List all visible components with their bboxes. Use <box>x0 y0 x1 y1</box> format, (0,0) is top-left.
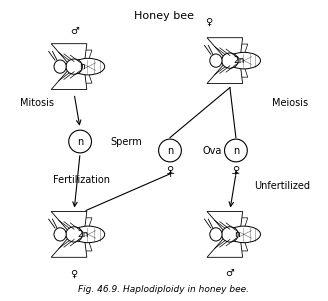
Text: n: n <box>233 145 239 156</box>
Ellipse shape <box>210 228 222 241</box>
Polygon shape <box>67 218 92 233</box>
Polygon shape <box>222 218 248 233</box>
Circle shape <box>159 139 181 162</box>
Ellipse shape <box>210 54 222 67</box>
Polygon shape <box>67 236 92 251</box>
Text: ♀: ♀ <box>166 165 174 175</box>
Ellipse shape <box>54 228 66 241</box>
Circle shape <box>69 130 92 153</box>
Text: Honey bee: Honey bee <box>134 11 194 21</box>
Ellipse shape <box>222 227 238 242</box>
Text: Mitosis: Mitosis <box>20 98 54 107</box>
Text: Sperm: Sperm <box>110 137 142 147</box>
Polygon shape <box>222 62 248 77</box>
Text: ♀: ♀ <box>205 17 213 27</box>
Polygon shape <box>67 68 92 83</box>
Ellipse shape <box>66 227 82 242</box>
Ellipse shape <box>227 226 260 243</box>
Text: Unfertilized: Unfertilized <box>254 182 310 191</box>
Text: n: n <box>235 230 240 239</box>
Polygon shape <box>51 44 87 64</box>
Polygon shape <box>207 237 243 257</box>
Ellipse shape <box>222 53 238 68</box>
Text: Ova: Ova <box>203 145 222 156</box>
Text: ♂: ♂ <box>70 26 78 36</box>
Text: +: + <box>165 169 175 179</box>
Text: 2n: 2n <box>77 230 89 239</box>
Text: n: n <box>77 137 83 147</box>
Text: 2n: 2n <box>233 56 245 65</box>
Text: Fertilization: Fertilization <box>53 175 110 185</box>
Polygon shape <box>207 63 243 84</box>
Ellipse shape <box>227 52 260 69</box>
Polygon shape <box>207 212 243 232</box>
Polygon shape <box>67 50 92 65</box>
Ellipse shape <box>54 60 66 73</box>
Text: n: n <box>167 145 173 156</box>
Ellipse shape <box>72 226 105 243</box>
Polygon shape <box>222 236 248 251</box>
Text: Meiosis: Meiosis <box>272 98 308 107</box>
Polygon shape <box>51 212 87 232</box>
Text: ♀: ♀ <box>232 165 239 175</box>
Polygon shape <box>51 237 87 257</box>
Text: Fig. 46.9. Haplodiploidy in honey bee.: Fig. 46.9. Haplodiploidy in honey bee. <box>78 285 250 294</box>
Polygon shape <box>51 69 87 89</box>
Text: ♂: ♂ <box>226 268 234 278</box>
Text: ♀: ♀ <box>71 268 78 278</box>
Polygon shape <box>222 44 248 59</box>
Polygon shape <box>207 38 243 58</box>
Circle shape <box>225 139 247 162</box>
Text: +: + <box>231 169 241 179</box>
Text: n: n <box>79 62 85 71</box>
Ellipse shape <box>66 59 82 74</box>
Ellipse shape <box>72 58 105 75</box>
